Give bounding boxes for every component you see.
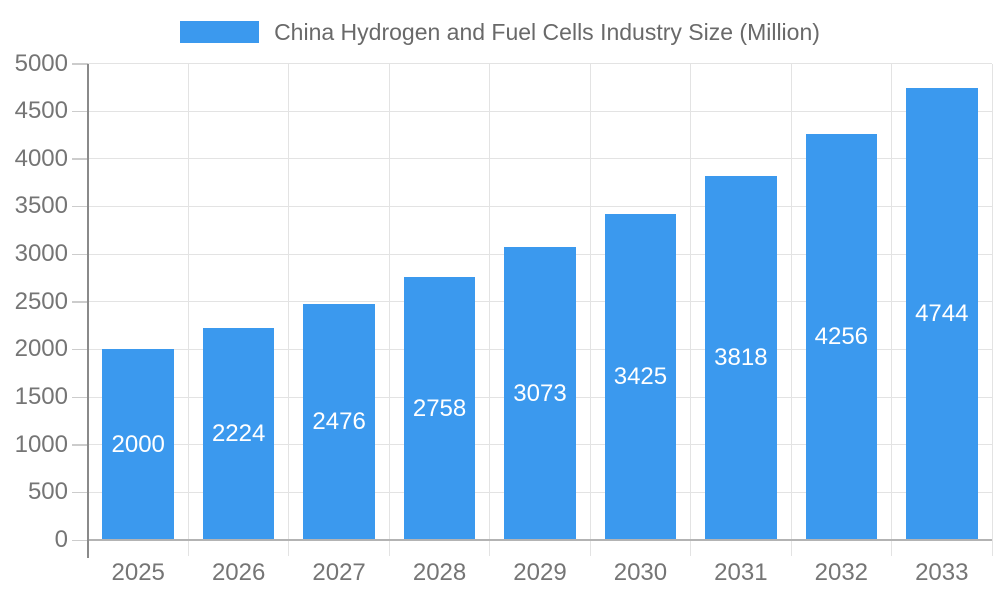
bar: 2476 bbox=[303, 304, 375, 540]
x-gridline bbox=[790, 63, 792, 540]
bar: 2224 bbox=[202, 328, 275, 540]
x-gridline bbox=[589, 63, 591, 540]
y-tick bbox=[72, 205, 88, 208]
bar-value-label: 4256 bbox=[814, 323, 869, 351]
bar: 2000 bbox=[102, 349, 174, 540]
x-axis-label: 2033 bbox=[915, 559, 969, 586]
x-gridline bbox=[690, 63, 692, 540]
y-tick bbox=[72, 491, 88, 494]
x-gridline bbox=[991, 63, 993, 540]
bar-value-label: 3818 bbox=[714, 344, 768, 372]
x-tick bbox=[991, 540, 993, 556]
x-axis-label: 2027 bbox=[312, 559, 366, 586]
x-gridline bbox=[891, 63, 893, 540]
y-axis-label: 1000 bbox=[14, 430, 68, 458]
x-axis-label: 2030 bbox=[613, 559, 668, 586]
x-axis-label: 2028 bbox=[412, 559, 467, 586]
y-tick bbox=[72, 110, 88, 113]
legend-swatch-icon bbox=[180, 21, 260, 43]
y-tick bbox=[72, 444, 88, 446]
y-tick bbox=[72, 301, 88, 303]
x-gridline bbox=[187, 63, 189, 540]
x-axis-label: 2029 bbox=[513, 559, 567, 586]
x-gridline bbox=[489, 63, 491, 540]
bar-value-label: 2476 bbox=[312, 408, 366, 435]
bar-value-label: 3073 bbox=[513, 379, 567, 407]
x-axis-label: 2025 bbox=[111, 559, 165, 586]
x-axis-line bbox=[88, 539, 992, 541]
x-tick bbox=[187, 540, 189, 556]
legend-label: China Hydrogen and Fuel Cells Industry S… bbox=[274, 18, 820, 45]
x-tick bbox=[589, 540, 591, 556]
y-tick bbox=[72, 253, 88, 256]
x-axis-label: 2031 bbox=[714, 559, 768, 586]
y-axis-label: 3000 bbox=[14, 240, 68, 268]
bar: 3818 bbox=[705, 176, 777, 540]
y-gridline bbox=[88, 205, 992, 207]
bar: 4256 bbox=[805, 134, 878, 540]
y-axis-label: 0 bbox=[54, 526, 68, 553]
x-axis-label: 2026 bbox=[211, 559, 266, 586]
bar: 3425 bbox=[604, 213, 677, 540]
bar-value-label: 3425 bbox=[613, 362, 668, 390]
x-axis-label: 2032 bbox=[814, 559, 869, 586]
y-tick bbox=[72, 348, 88, 351]
x-tick bbox=[690, 540, 692, 556]
y-axis-label: 1500 bbox=[14, 383, 68, 411]
y-tick bbox=[72, 158, 88, 160]
y-axis-label: 4500 bbox=[14, 97, 68, 125]
x-tick bbox=[388, 540, 390, 556]
x-tick bbox=[891, 540, 893, 556]
bar-value-label: 2224 bbox=[211, 420, 266, 448]
x-tick bbox=[790, 540, 792, 556]
y-axis-label: 500 bbox=[27, 478, 68, 506]
y-gridline bbox=[88, 110, 992, 112]
y-tick bbox=[72, 63, 88, 65]
x-gridline bbox=[288, 63, 290, 540]
x-tick bbox=[489, 540, 491, 556]
bar: 3073 bbox=[504, 247, 576, 540]
y-axis-label: 4000 bbox=[14, 144, 68, 172]
legend: China Hydrogen and Fuel Cells Industry S… bbox=[0, 16, 1000, 48]
y-axis-label: 2000 bbox=[14, 335, 68, 363]
bar: 4744 bbox=[906, 87, 978, 540]
bar-value-label: 2000 bbox=[111, 430, 165, 458]
y-axis-label: 5000 bbox=[14, 49, 68, 77]
y-axis-line bbox=[87, 63, 89, 558]
y-gridline bbox=[88, 158, 992, 160]
y-axis-label: 3500 bbox=[14, 192, 68, 220]
y-gridline bbox=[88, 63, 992, 64]
bar-value-label: 2758 bbox=[412, 394, 467, 422]
bar: 2758 bbox=[403, 277, 476, 540]
y-tick bbox=[72, 539, 88, 541]
y-tick bbox=[72, 396, 88, 399]
y-axis-label: 2500 bbox=[14, 287, 68, 315]
bar-value-label: 4744 bbox=[915, 299, 969, 327]
x-gridline bbox=[388, 63, 390, 540]
x-tick bbox=[288, 540, 290, 556]
legend-item[interactable]: China Hydrogen and Fuel Cells Industry S… bbox=[180, 19, 820, 46]
